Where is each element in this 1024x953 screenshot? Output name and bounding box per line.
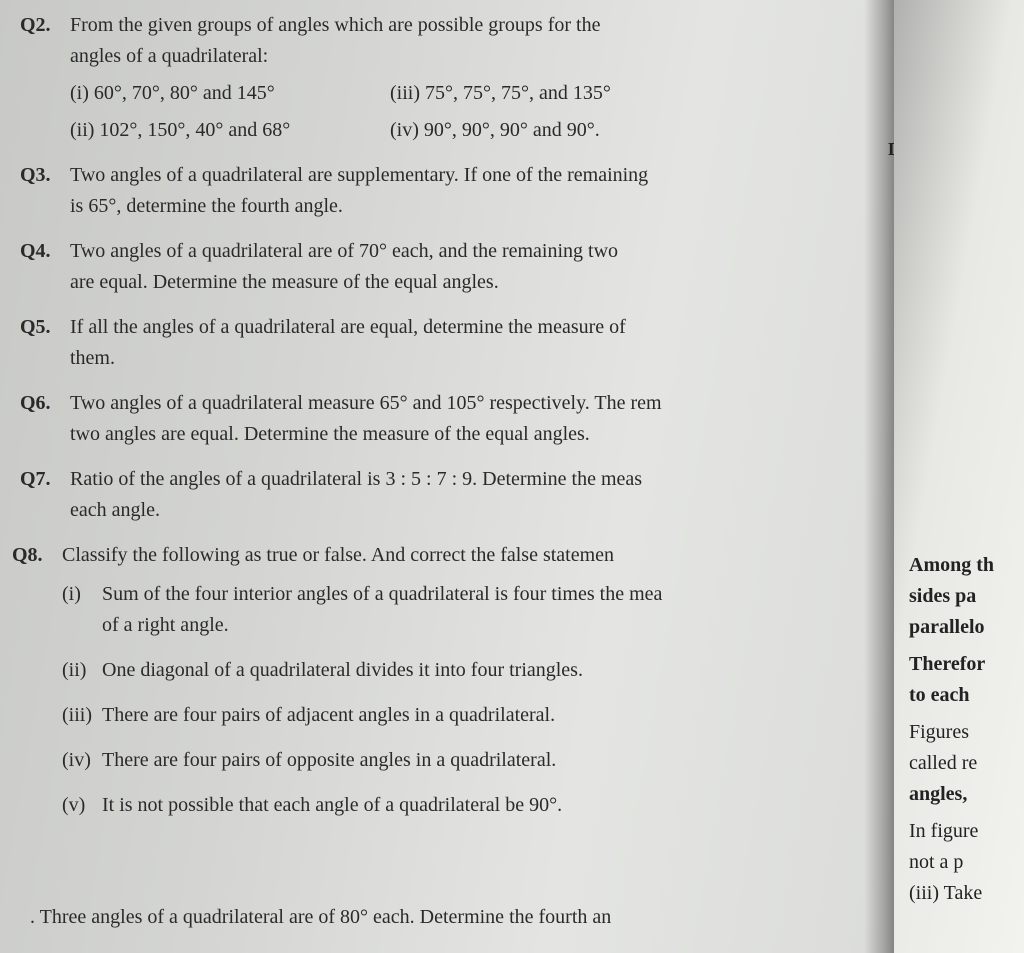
q9-text: . Three angles of a quadrilateral are of… bbox=[30, 906, 611, 928]
q6-number: Q6. bbox=[20, 388, 51, 419]
question-9: . Three angles of a quadrilateral are of… bbox=[0, 902, 611, 933]
rp-l8: angles, bbox=[909, 779, 1024, 810]
q4-number: Q4. bbox=[20, 236, 51, 267]
q3-line2: is 65°, determine the fourth angle. bbox=[70, 195, 343, 217]
q8-item-iii: (iii) There are four pairs of adjacent a… bbox=[62, 700, 932, 731]
rp-l1: Among th bbox=[909, 550, 1024, 581]
q8-iv-l1: There are four pairs of opposite angles … bbox=[102, 749, 556, 771]
q8-item-iv: (iv) There are four pairs of opposite an… bbox=[62, 745, 932, 776]
q7-line1: Ratio of the angles of a quadrilateral i… bbox=[70, 468, 642, 490]
q4-line1: Two angles of a quadrilateral are of 70°… bbox=[70, 240, 618, 262]
q8-iii-l1: There are four pairs of adjacent angles … bbox=[102, 704, 555, 726]
question-3: Q3. Two angles of a quadrilateral are su… bbox=[20, 160, 940, 222]
question-6: Q6. Two angles of a quadrilateral measur… bbox=[20, 388, 940, 450]
q2-opt-ii: (ii) 102°, 150°, 40° and 68° bbox=[70, 115, 370, 146]
q8-item-i: (i) Sum of the four interior angles of a… bbox=[62, 579, 932, 641]
q8-number: Q8. bbox=[12, 540, 43, 571]
q2-line2: angles of a quadrilateral: bbox=[70, 45, 268, 67]
q2-opt-iv: (iv) 90°, 90°, 90° and 90°. bbox=[390, 115, 600, 146]
q2-opt-iii: (iii) 75°, 75°, 75°, and 135° bbox=[390, 78, 611, 109]
q8-iv-rn: (iv) bbox=[62, 745, 91, 776]
q6-line1: Two angles of a quadrilateral measure 65… bbox=[70, 392, 662, 414]
q8-i-rn: (i) bbox=[62, 579, 81, 610]
q6-line2: two angles are equal. Determine the meas… bbox=[70, 423, 590, 445]
rp-l2: sides pa bbox=[909, 581, 1024, 612]
q8-item-v: (v) It is not possible that each angle o… bbox=[62, 790, 932, 821]
q8-ii-rn: (ii) bbox=[62, 655, 86, 686]
q2-opt-i: (i) 60°, 70°, 80° and 145° bbox=[70, 78, 370, 109]
rp-l9: In figure bbox=[909, 816, 1024, 847]
q5-line1: If all the angles of a quadrilateral are… bbox=[70, 316, 626, 338]
question-7: Q7. Ratio of the angles of a quadrilater… bbox=[20, 464, 940, 526]
q7-number: Q7. bbox=[20, 464, 51, 495]
question-5: Q5. If all the angles of a quadrilateral… bbox=[20, 312, 940, 374]
question-4: Q4. Two angles of a quadrilateral are of… bbox=[20, 236, 940, 298]
question-8: Q8. Classify the following as true or fa… bbox=[20, 540, 932, 821]
q8-ii-l1: One diagonal of a quadrilateral divides … bbox=[102, 659, 583, 681]
q2-number: Q2. bbox=[20, 10, 51, 41]
q8-line1: Classify the following as true or false.… bbox=[62, 544, 614, 566]
rp-l6: Figures bbox=[909, 717, 1024, 748]
q8-v-l1: It is not possible that each angle of a … bbox=[102, 794, 562, 816]
q3-number: Q3. bbox=[20, 160, 51, 191]
q3-line1: Two angles of a quadrilateral are supple… bbox=[70, 164, 648, 186]
q5-line2: them. bbox=[70, 347, 115, 369]
rp-l5: to each bbox=[909, 680, 1024, 711]
q7-line2: each angle. bbox=[70, 499, 160, 521]
rp-l7: called re bbox=[909, 748, 1024, 779]
question-2: Q2. From the given groups of angles whic… bbox=[20, 10, 940, 146]
q2-line1: From the given groups of angles which ar… bbox=[70, 14, 600, 36]
rp-l3: parallelo bbox=[909, 612, 1024, 643]
rp-l4: Therefor bbox=[909, 649, 1024, 680]
q8-i-l1: Sum of the four interior angles of a qua… bbox=[102, 583, 662, 605]
q5-number: Q5. bbox=[20, 312, 51, 343]
q4-line2: are equal. Determine the measure of the … bbox=[70, 271, 499, 293]
q8-item-ii: (ii) One diagonal of a quadrilateral div… bbox=[62, 655, 932, 686]
rp-l10: not a p bbox=[909, 847, 1024, 878]
rp-l11: (iii) Take bbox=[909, 878, 1024, 909]
right-page-fragment: Among th sides pa parallelo Therefor to … bbox=[894, 0, 1024, 953]
textbook-page: 4 cm D F A 4 cm Q2. From the given group… bbox=[0, 0, 1024, 953]
q8-i-l2: of a right angle. bbox=[102, 614, 229, 636]
q8-iii-rn: (iii) bbox=[62, 700, 92, 731]
q2-options-row1: (i) 60°, 70°, 80° and 145° (iii) 75°, 75… bbox=[70, 78, 940, 109]
q8-v-rn: (v) bbox=[62, 790, 85, 821]
q2-options-row2: (ii) 102°, 150°, 40° and 68° (iv) 90°, 9… bbox=[70, 115, 940, 146]
